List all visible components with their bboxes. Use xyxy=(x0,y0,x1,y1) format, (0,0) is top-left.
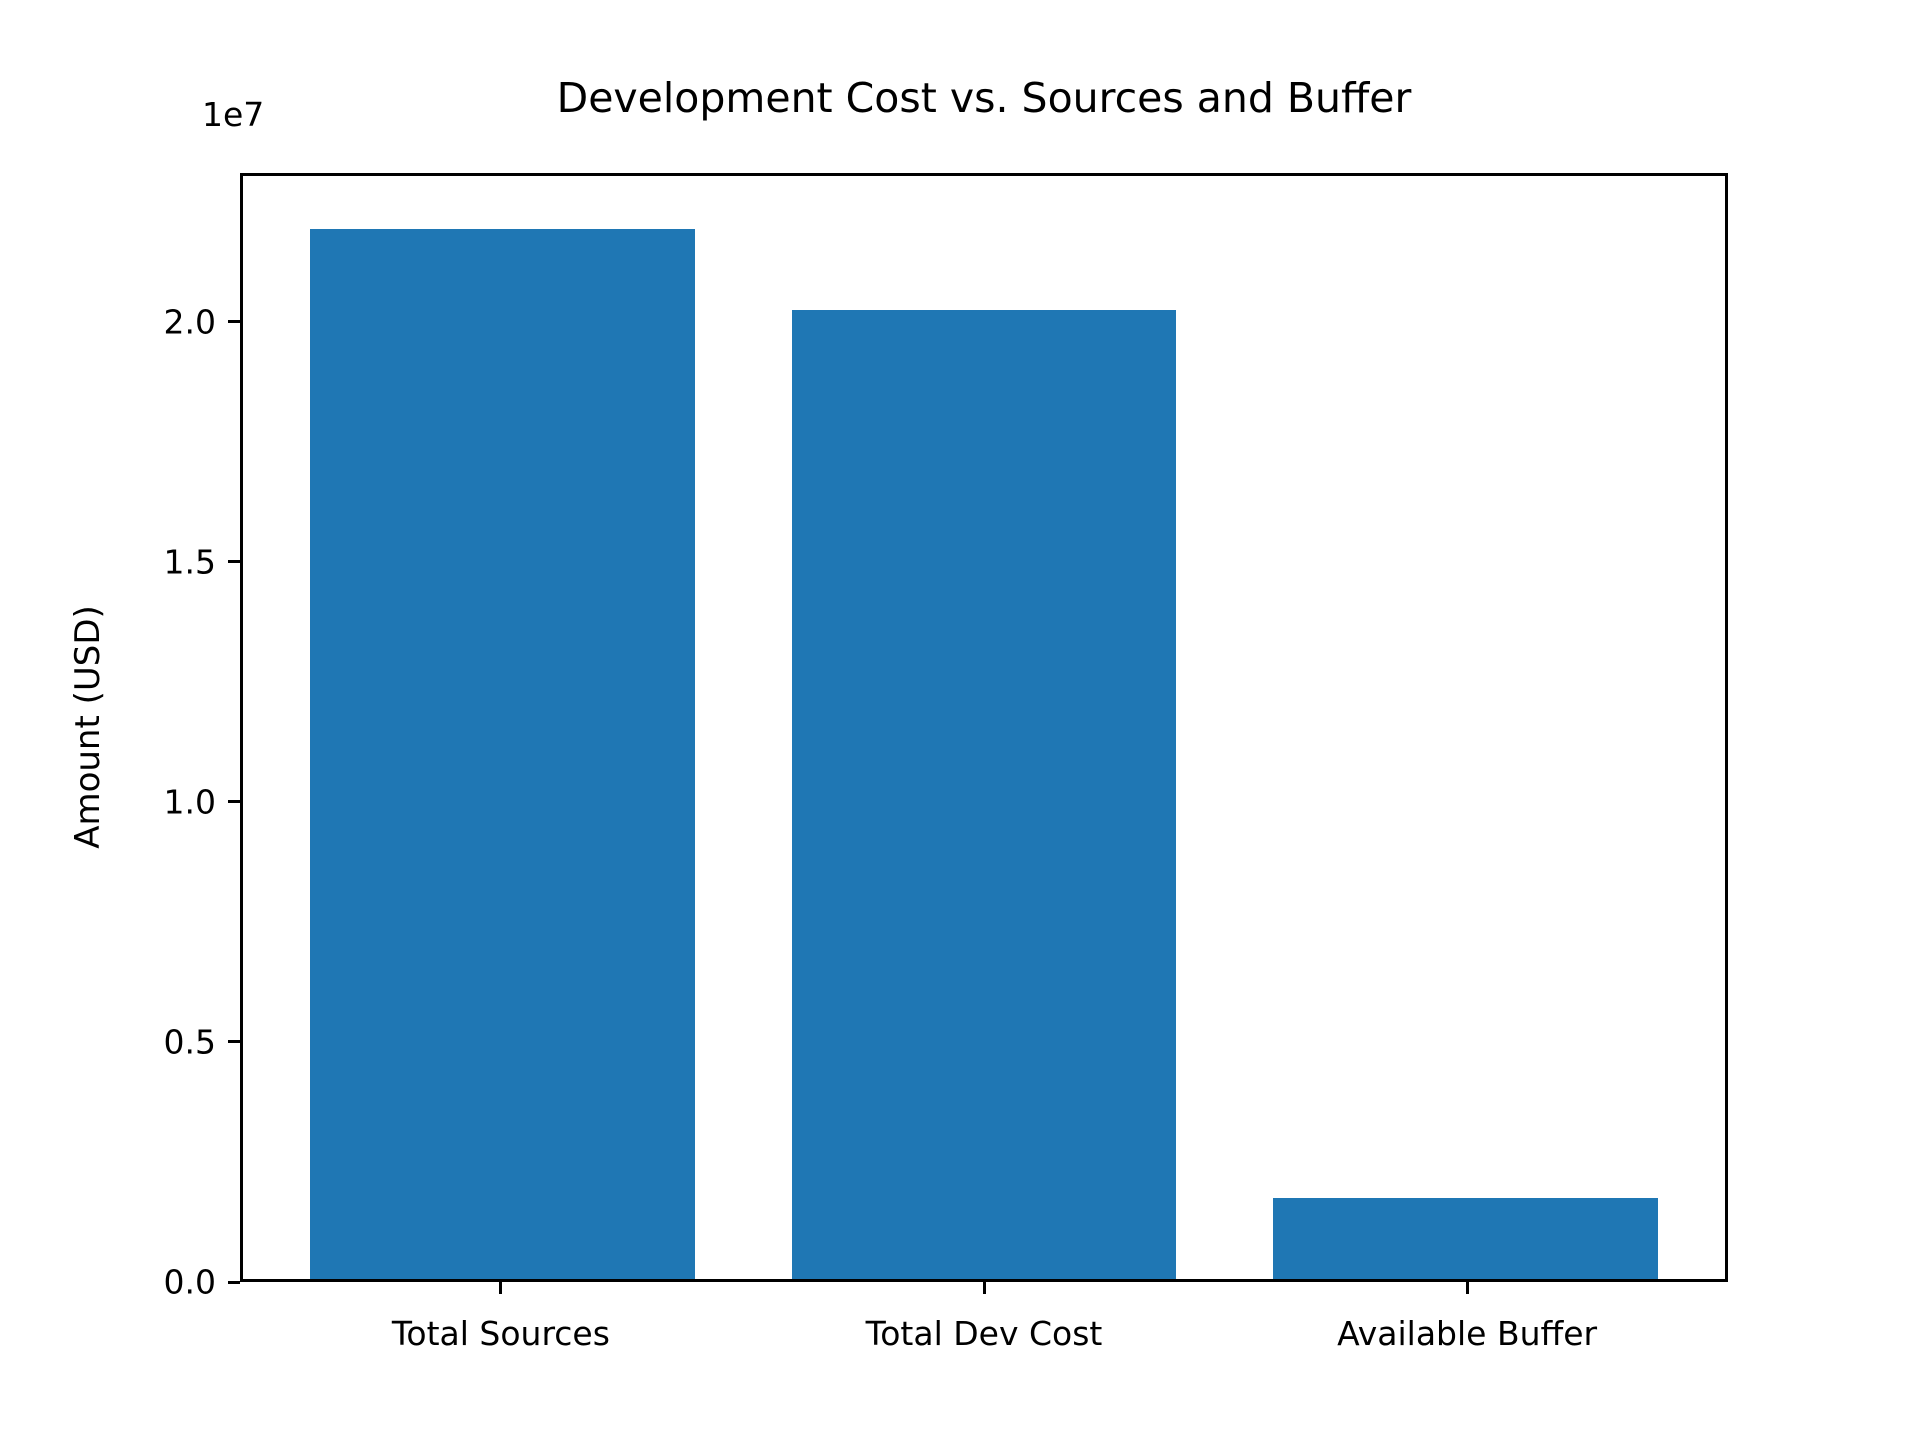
x-tick-label: Available Buffer xyxy=(1337,1314,1598,1353)
y-tick-mark xyxy=(228,320,240,324)
y-tick-label: 0.0 xyxy=(163,1262,216,1302)
y-tick-mark xyxy=(228,1280,240,1284)
x-tick-label: Total Dev Cost xyxy=(865,1314,1103,1353)
y-tick-mark xyxy=(228,800,240,804)
chart-title: Development Cost vs. Sources and Buffer xyxy=(556,74,1412,122)
x-tick-label: Total Sources xyxy=(391,1314,610,1353)
bar-total-sources xyxy=(310,228,696,1279)
plot-area xyxy=(240,173,1728,1282)
y-tick-label: 1.0 xyxy=(163,782,216,822)
bar-available-buffer xyxy=(1272,1197,1658,1279)
y-tick-mark xyxy=(228,1040,240,1044)
y-tick-label: 2.0 xyxy=(163,302,216,342)
x-tick-mark xyxy=(982,1282,986,1294)
y-tick-label: 0.5 xyxy=(163,1022,216,1062)
bar-total-dev-cost xyxy=(791,309,1177,1279)
y-tick-label: 1.5 xyxy=(163,542,216,582)
x-tick-mark xyxy=(499,1282,503,1294)
y-axis-offset-text: 1e7 xyxy=(202,95,265,134)
x-tick-mark xyxy=(1465,1282,1469,1294)
y-tick-mark xyxy=(228,560,240,564)
